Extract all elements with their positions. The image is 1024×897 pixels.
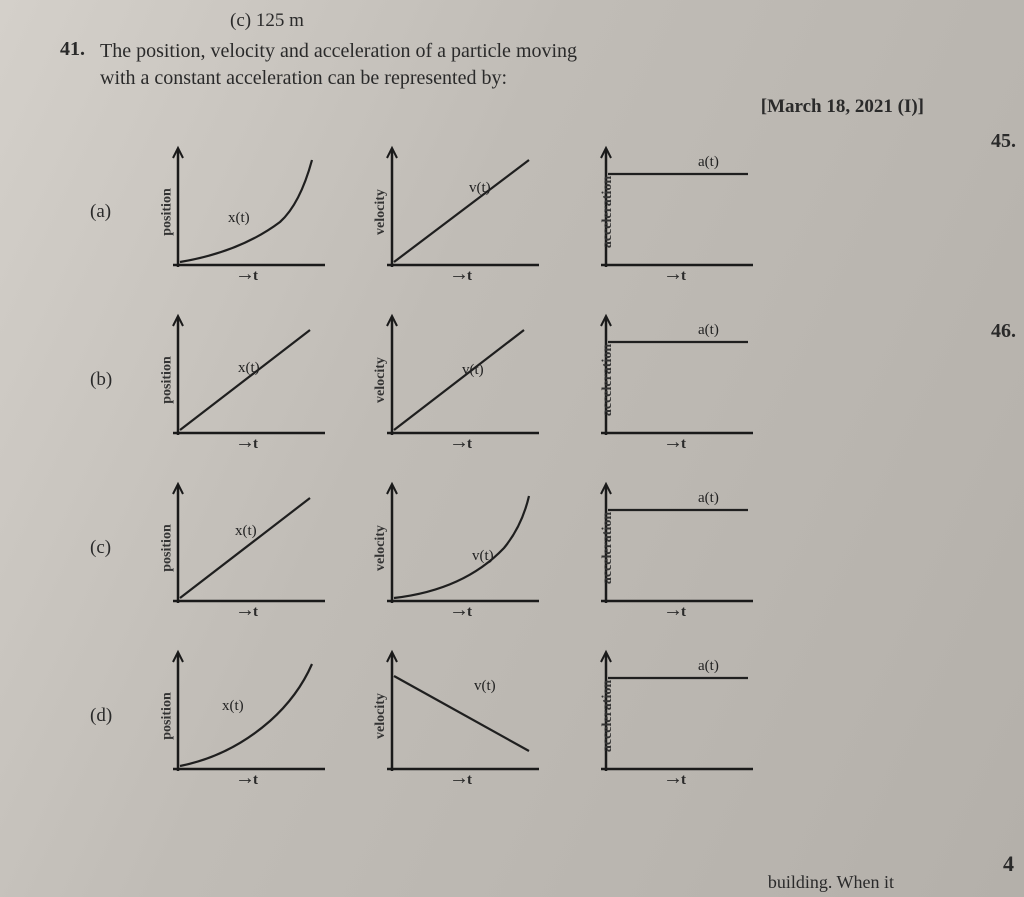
graph-b-1: velocity t v(t) — [354, 300, 544, 460]
curve-label: x(t) — [238, 360, 260, 377]
x-axis-label: t — [663, 431, 686, 454]
graph-a-1: velocity t v(t) — [354, 132, 544, 292]
x-axis-label: t — [449, 599, 472, 622]
question-reference: [March 18, 2021 (I)] — [100, 94, 924, 120]
graph-c-2: acceleration t a(t) — [568, 468, 758, 628]
x-axis-label: t — [449, 767, 472, 790]
x-axis-label: t — [235, 263, 258, 286]
y-axis-label: position — [160, 692, 176, 739]
curve-label: a(t) — [698, 490, 719, 507]
side-number-45: 45. — [991, 130, 1016, 153]
y-axis-label: velocity — [373, 693, 389, 739]
x-axis-label: t — [663, 767, 686, 790]
y-axis-label: acceleration — [600, 679, 616, 751]
x-axis-label: t — [449, 263, 472, 286]
y-axis-label: acceleration — [600, 343, 616, 415]
graph-c-0: position t x(t) — [140, 468, 330, 628]
side-number-46: 46. — [991, 320, 1016, 343]
question-number: 41. — [60, 38, 100, 120]
curve-label: v(t) — [472, 548, 494, 565]
y-axis-label: velocity — [373, 357, 389, 403]
graph-b-0: position t x(t) — [140, 300, 330, 460]
curve-label: a(t) — [698, 658, 719, 675]
y-axis-label: velocity — [373, 525, 389, 571]
y-axis-label: velocity — [373, 189, 389, 235]
curve-label: v(t) — [462, 362, 484, 379]
option-row-b: (b) position t x(t) velocity t v(t) acceleratio… — [90, 300, 984, 460]
curve-label: x(t) — [235, 523, 257, 540]
option-row-d: (d) position t x(t) velocity t v(t) acceleratio… — [90, 636, 984, 796]
y-axis-label: acceleration — [600, 175, 616, 247]
bottom-fragment-right: building. When it — [768, 872, 894, 893]
graph-c-1: velocity t v(t) — [354, 468, 544, 628]
curve-label: v(t) — [474, 678, 496, 695]
option-row-c: (c) position t x(t) velocity t v(t) acceleratio… — [90, 468, 984, 628]
graph-a-2: acceleration t a(t) — [568, 132, 758, 292]
y-axis-label: acceleration — [600, 511, 616, 583]
curve-label: x(t) — [222, 698, 244, 715]
graph-set-a: positiontx(t)velocitytv(t)accelerationta… — [140, 132, 758, 292]
x-axis-label: t — [235, 431, 258, 454]
graph-set-c: positiontx(t)velocitytv(t)accelerationta… — [140, 468, 758, 628]
q-line2: with a constant acceleration can be repr… — [100, 67, 507, 89]
x-axis-label: t — [235, 767, 258, 790]
x-axis-label: t — [663, 599, 686, 622]
options-container: (a) position t x(t) velocity t v(t) acceleratio… — [90, 132, 984, 796]
graph-a-0: position t x(t) — [140, 132, 330, 292]
x-axis-label: t — [663, 263, 686, 286]
graph-set-b: positiontx(t)velocitytv(t)accelerationta… — [140, 300, 758, 460]
x-axis-label: t — [449, 431, 472, 454]
x-axis-label: t — [235, 599, 258, 622]
question-text: The position, velocity and acceleration … — [100, 38, 984, 120]
prev-option-c: (c) 125 m — [230, 10, 984, 32]
q-line1: The position, velocity and acceleration … — [100, 40, 577, 62]
option-label-a: (a) — [90, 201, 140, 223]
graph-b-2: acceleration t a(t) — [568, 300, 758, 460]
curve-label: x(t) — [228, 210, 250, 227]
curve-label: v(t) — [469, 180, 491, 197]
y-axis-label: position — [160, 188, 176, 235]
graph-d-1: velocity t v(t) — [354, 636, 544, 796]
page: (c) 125 m 41. The position, velocity and… — [0, 0, 1024, 897]
y-axis-label: position — [160, 524, 176, 571]
y-axis-label: position — [160, 356, 176, 403]
question-row: 41. The position, velocity and accelerat… — [60, 38, 984, 120]
graph-d-0: position t x(t) — [140, 636, 330, 796]
graph-set-d: positiontx(t)velocitytv(t)accelerationta… — [140, 636, 758, 796]
curve-label: a(t) — [698, 154, 719, 171]
curve-label: a(t) — [698, 322, 719, 339]
option-label-c: (c) — [90, 537, 140, 559]
option-label-d: (d) — [90, 705, 140, 727]
option-row-a: (a) position t x(t) velocity t v(t) acceleratio… — [90, 132, 984, 292]
graph-d-2: acceleration t a(t) — [568, 636, 758, 796]
bottom-fragment-4: 4 — [1003, 851, 1014, 877]
option-label-b: (b) — [90, 369, 140, 391]
